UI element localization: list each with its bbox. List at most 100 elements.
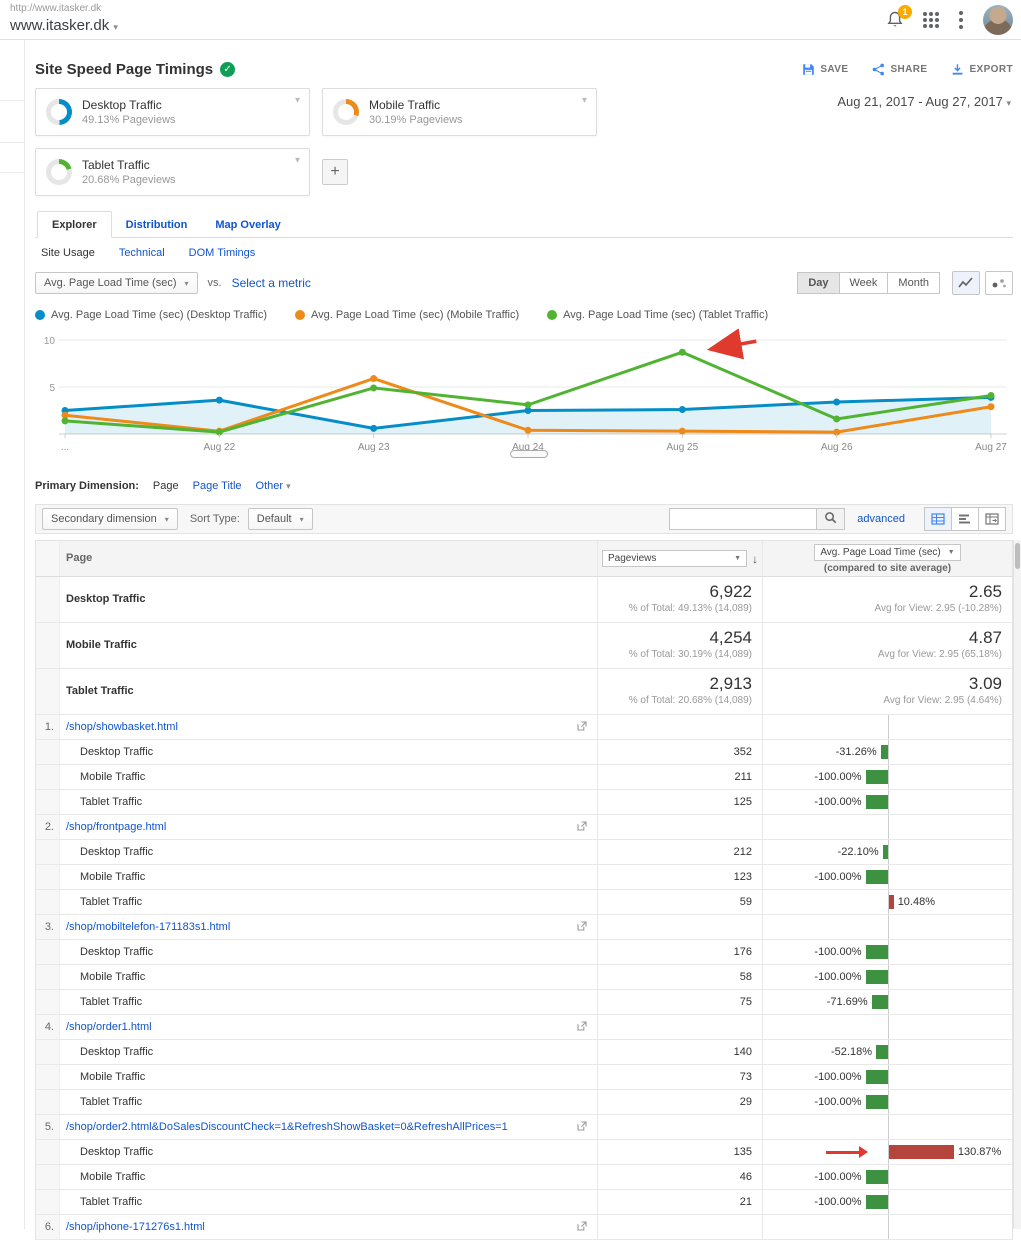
pivot-view-button[interactable] — [978, 507, 1006, 531]
account-selector[interactable]: www.itasker.dk ▾ — [10, 17, 118, 34]
row-select-cell[interactable] — [36, 990, 60, 1014]
subtab-technical[interactable]: Technical — [118, 247, 165, 259]
page-link[interactable]: /shop/mobiltelefon-171183s1.html — [66, 921, 231, 933]
table-view-button[interactable] — [924, 507, 952, 531]
notifications-button[interactable]: 1 — [885, 5, 912, 30]
page-link[interactable]: /shop/order2.html&DoSalesDiscountCheck=1… — [66, 1121, 508, 1133]
pageviews-value: 4,254 — [709, 628, 752, 647]
page-link[interactable]: /shop/frontpage.html — [66, 821, 167, 833]
share-button[interactable]: SHARE — [872, 63, 927, 76]
segment-card-desktop[interactable]: Desktop Traffic 49.13% Pageviews ▾ — [35, 88, 310, 136]
open-in-new-button[interactable] — [577, 721, 587, 734]
header-select-cell[interactable] — [36, 541, 60, 576]
legend-item-mobile[interactable]: Avg. Page Load Time (sec) (Mobile Traffi… — [295, 309, 519, 321]
scrollbar-thumb[interactable] — [1015, 543, 1020, 569]
segment-row: Mobile Traffic 46 -100.00% — [36, 1165, 1012, 1190]
collapsed-sidebar[interactable] — [0, 40, 25, 1229]
apps-grid-icon[interactable] — [923, 12, 939, 28]
more-options-icon[interactable] — [957, 9, 965, 31]
page-link[interactable]: /shop/iphone-171276s1.html — [66, 1221, 205, 1233]
row-select-cell[interactable] — [36, 765, 60, 789]
granularity-week[interactable]: Week — [838, 272, 889, 294]
motion-chart-view-button[interactable] — [985, 271, 1013, 295]
pageviews-value: 352 — [733, 746, 752, 758]
row-select-cell[interactable] — [36, 1065, 60, 1089]
pageviews-value: 73 — [739, 1071, 752, 1083]
vertical-scrollbar[interactable] — [1013, 540, 1021, 1229]
tab-distribution[interactable]: Distribution — [125, 219, 188, 231]
page-link[interactable]: /shop/order1.html — [66, 1021, 152, 1033]
delta-bar-negative — [876, 1045, 888, 1059]
granularity-day[interactable]: Day — [797, 272, 840, 294]
export-button[interactable]: EXPORT — [951, 63, 1013, 76]
row-select-cell[interactable] — [36, 865, 60, 889]
avg-load-column-select[interactable]: Avg. Page Load Time (sec) ▼ — [814, 543, 961, 561]
subtab-dom-timings[interactable]: DOM Timings — [188, 247, 256, 259]
row-select-cell[interactable] — [36, 1090, 60, 1114]
row-select-cell[interactable] — [36, 623, 60, 668]
performance-view-button[interactable] — [951, 507, 979, 531]
select-metric-link[interactable]: Select a metric — [231, 276, 311, 290]
search-button[interactable] — [817, 508, 846, 530]
sort-descending-icon[interactable]: ↓ — [752, 551, 758, 566]
row-select-cell[interactable] — [36, 1140, 60, 1164]
row-select-cell[interactable] — [36, 890, 60, 914]
timeseries-chart[interactable]: 5 10... Aug 22 Aug 23 Aug 24 Aug 25 Aug 26 Aug … — [35, 328, 1007, 456]
legend-item-tablet[interactable]: Avg. Page Load Time (sec) (Tablet Traffi… — [547, 309, 768, 321]
avatar[interactable] — [983, 5, 1013, 35]
row-select-cell[interactable] — [36, 577, 60, 622]
dimension-page-title[interactable]: Page Title — [192, 480, 242, 492]
pageviews-column-select[interactable]: Pageviews ▼ — [602, 550, 747, 567]
segment-card-tablet[interactable]: Tablet Traffic 20.68% Pageviews ▾ — [35, 148, 310, 196]
segment-card-mobile[interactable]: Mobile Traffic 30.19% Pageviews ▾ — [322, 88, 597, 136]
granularity-month[interactable]: Month — [887, 272, 940, 294]
row-select-cell[interactable] — [36, 790, 60, 814]
dimension-other[interactable]: Other ▾ — [255, 480, 291, 492]
open-in-new-icon — [577, 821, 587, 831]
tab-explorer[interactable]: Explorer — [37, 211, 112, 238]
row-index: 1. — [36, 715, 60, 739]
page-title: Site Speed Page Timings — [35, 60, 214, 78]
metric-select[interactable]: Avg. Page Load Time (sec) ▾ — [35, 272, 198, 294]
table-row: 4. /shop/order1.html — [36, 1015, 1012, 1040]
row-select-cell[interactable] — [36, 840, 60, 864]
delta-label: -100.00% — [814, 1071, 862, 1083]
legend-item-desktop[interactable]: Avg. Page Load Time (sec) (Desktop Traff… — [35, 309, 267, 321]
open-in-new-button[interactable] — [577, 821, 587, 834]
advanced-search-link[interactable]: advanced — [857, 513, 905, 525]
segment-name: Tablet Traffic — [80, 996, 143, 1008]
tab-map-overlay[interactable]: Map Overlay — [215, 219, 281, 231]
row-select-cell[interactable] — [36, 1165, 60, 1189]
vs-label: vs. — [207, 277, 222, 289]
segment-row: Mobile Traffic 58 -100.00% — [36, 965, 1012, 990]
secondary-dimension-select[interactable]: Secondary dimension ▾ — [42, 508, 178, 530]
row-select-cell[interactable] — [36, 1040, 60, 1064]
dimension-page[interactable]: Page — [152, 480, 179, 492]
row-select-cell[interactable] — [36, 1190, 60, 1214]
date-range-selector[interactable]: Aug 21, 2017 - Aug 27, 2017 ▾ — [837, 94, 1011, 109]
row-select-cell[interactable] — [36, 940, 60, 964]
open-in-new-button[interactable] — [577, 1021, 587, 1034]
open-in-new-button[interactable] — [577, 921, 587, 934]
open-in-new-icon — [577, 1021, 587, 1031]
segment-name: Desktop Traffic — [80, 846, 154, 858]
chevron-down-icon: ▾ — [286, 481, 291, 491]
add-segment-button[interactable]: + — [322, 159, 348, 185]
subtab-site-usage[interactable]: Site Usage — [41, 247, 95, 259]
open-in-new-button[interactable] — [577, 1121, 587, 1134]
svg-text:Aug 26: Aug 26 — [821, 442, 853, 453]
timeline-slider-handle[interactable] — [510, 450, 548, 458]
save-button[interactable]: SAVE — [802, 63, 848, 76]
row-select-cell[interactable] — [36, 669, 60, 714]
row-select-cell[interactable] — [36, 740, 60, 764]
download-icon — [953, 63, 963, 75]
table-search-input[interactable] — [669, 508, 818, 530]
sort-type-select[interactable]: Default ▾ — [247, 508, 313, 530]
row-select-cell[interactable] — [36, 965, 60, 989]
open-in-new-button[interactable] — [577, 1221, 587, 1234]
delta-label: -100.00% — [814, 796, 862, 808]
column-header-page[interactable]: Page — [66, 552, 93, 564]
verified-check-icon: ✓ — [220, 61, 236, 77]
line-chart-view-button[interactable] — [952, 271, 980, 295]
page-link[interactable]: /shop/showbasket.html — [66, 721, 178, 733]
